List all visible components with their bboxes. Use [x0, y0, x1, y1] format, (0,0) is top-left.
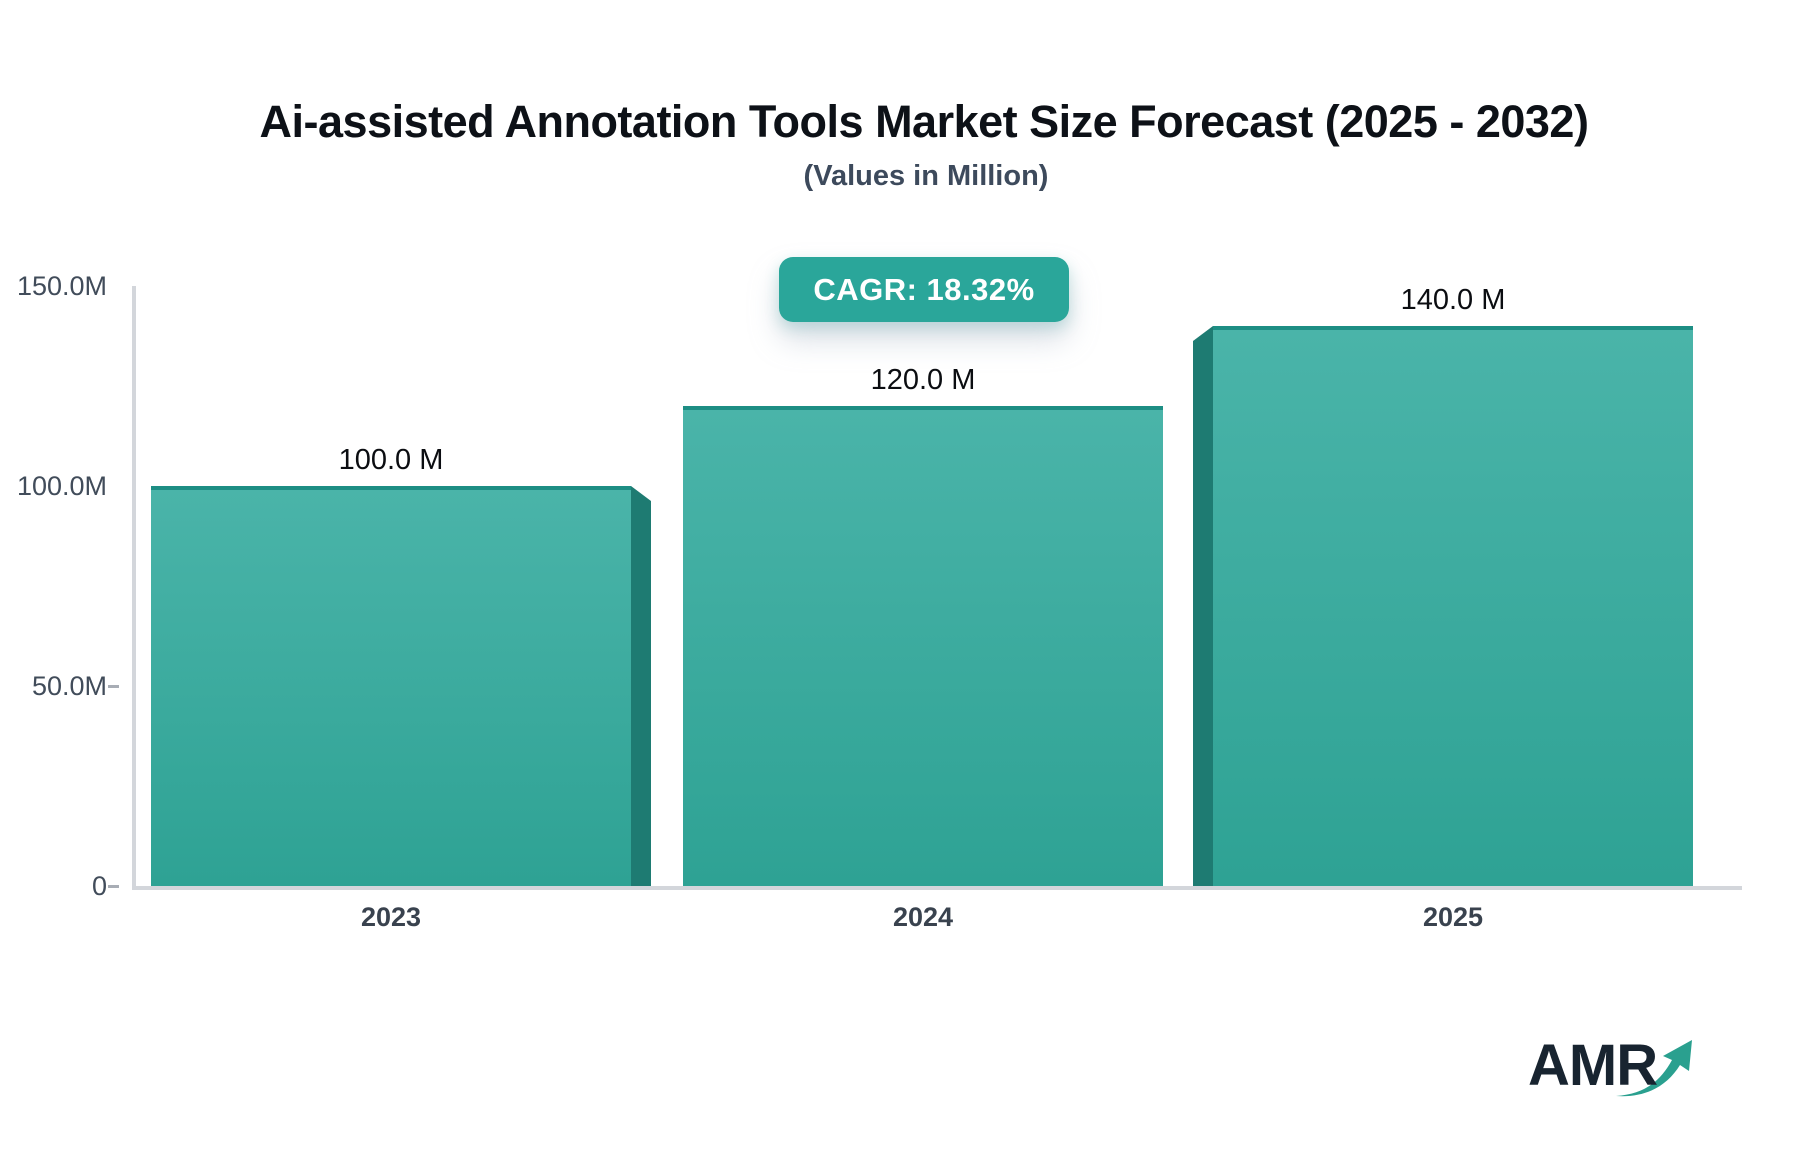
amr-logo: AMR: [1528, 1032, 1713, 1112]
bar-2023: [151, 486, 631, 886]
x-axis-baseline: [132, 886, 1742, 890]
growth-arrow-icon: [1616, 1040, 1692, 1097]
x-axis-label-2025: 2025: [1422, 902, 1484, 932]
y-axis-tick-label-0: 0: [91, 871, 107, 901]
bar-value-label-2025: 140.0 M: [1400, 284, 1506, 316]
y-axis-tick-label-50: 50.0M: [31, 671, 107, 701]
chart-subtitle: (Values in Million): [803, 160, 1049, 192]
y-axis-tick-label-100: 100.0M: [16, 471, 107, 501]
y-axis-tick-mark-0: [108, 885, 119, 888]
cagr-badge-label: CAGR: 18.32%: [813, 271, 1035, 307]
chart-title: Ai-assisted Annotation Tools Market Size…: [259, 96, 1589, 147]
bar-2024: [683, 406, 1163, 886]
bar-value-label-2023: 100.0 M: [338, 444, 444, 476]
y-axis-tick-mark-50: [108, 685, 119, 688]
bar-3d-side-2025: [1193, 326, 1213, 886]
amr-logo-text: AMR: [1528, 1033, 1658, 1098]
y-axis-line: [132, 286, 136, 890]
bar-3d-side-2023: [631, 486, 651, 886]
x-axis-label-2024: 2024: [892, 902, 954, 932]
bar-2025: [1213, 326, 1693, 886]
y-axis-tick-label-150: 150.0M: [16, 271, 107, 301]
cagr-badge: CAGR: 18.32%: [779, 257, 1069, 322]
x-axis-label-2023: 2023: [360, 902, 422, 932]
bar-value-label-2024: 120.0 M: [870, 364, 976, 396]
